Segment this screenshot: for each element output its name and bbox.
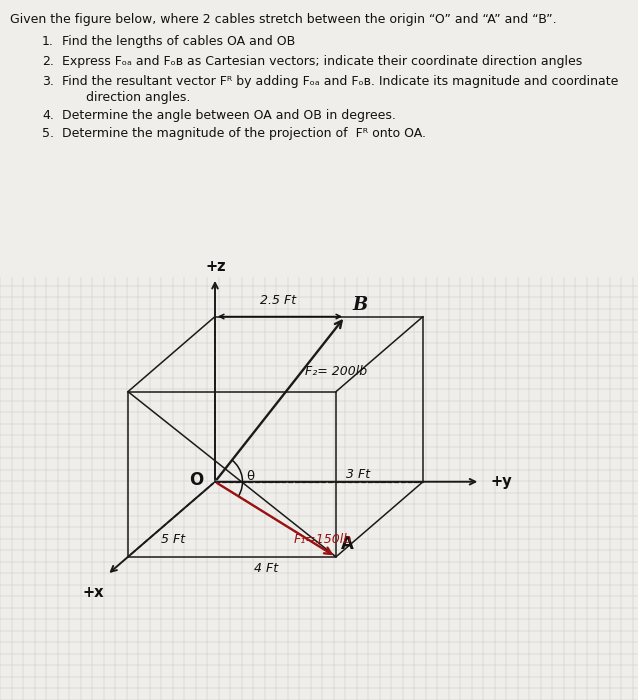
Text: 3.: 3.	[42, 75, 54, 88]
Text: direction angles.: direction angles.	[62, 91, 190, 104]
Text: 1.: 1.	[42, 35, 54, 48]
Text: F₁=150lb: F₁=150lb	[293, 533, 352, 546]
Text: Find the resultant vector Fᴿ by adding Fₒₐ and Fₒʙ. Indicate its magnitude and c: Find the resultant vector Fᴿ by adding F…	[62, 75, 618, 88]
Text: Express Fₒₐ and Fₒʙ as Cartesian vectors; indicate their coordinate direction an: Express Fₒₐ and Fₒʙ as Cartesian vectors…	[62, 55, 582, 68]
Text: A: A	[341, 535, 354, 553]
Text: Find the lengths of cables OA and OB: Find the lengths of cables OA and OB	[62, 35, 295, 48]
Text: Determine the angle between OA and OB in degrees.: Determine the angle between OA and OB in…	[62, 109, 396, 122]
Text: θ: θ	[246, 470, 255, 483]
Text: 5.: 5.	[42, 127, 54, 140]
Text: Given the figure below, where 2 cables stretch between the origin “O” and “A” an: Given the figure below, where 2 cables s…	[10, 13, 556, 26]
Text: Determine the magnitude of the projection of  Fᴿ onto OA.: Determine the magnitude of the projectio…	[62, 127, 426, 140]
Text: +y: +y	[490, 474, 512, 489]
Text: 4.: 4.	[42, 109, 54, 122]
Text: 4 Ft: 4 Ft	[254, 562, 278, 575]
Text: F₂= 200lb: F₂= 200lb	[305, 365, 367, 377]
Text: +z: +z	[205, 259, 226, 274]
Text: 5 Ft: 5 Ft	[161, 533, 186, 546]
Text: 2.: 2.	[42, 55, 54, 68]
Text: 2.5 Ft: 2.5 Ft	[260, 293, 296, 307]
Text: B: B	[352, 295, 367, 314]
Text: +x: +x	[82, 585, 104, 600]
Text: 3 Ft: 3 Ft	[346, 468, 370, 481]
Text: O: O	[189, 470, 203, 489]
